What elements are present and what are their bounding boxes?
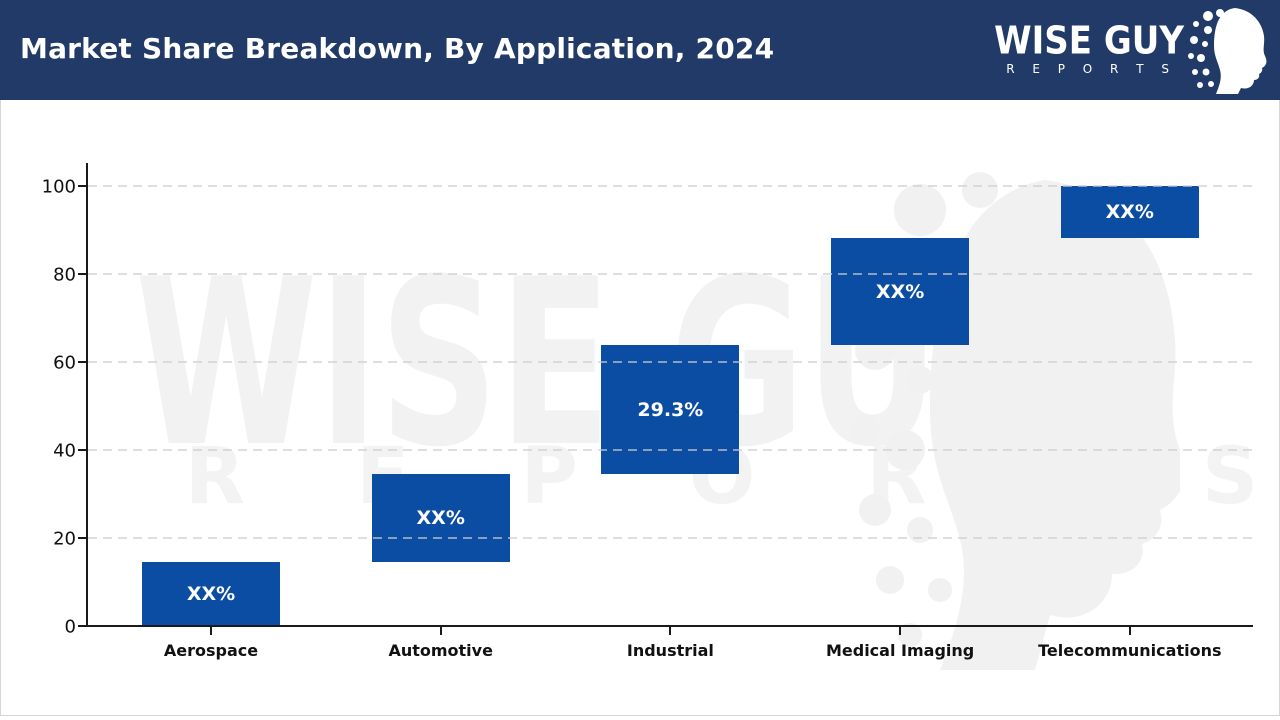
bar-value-label: XX% xyxy=(186,583,236,606)
x-tick-mark xyxy=(210,627,212,635)
y-tick-mark xyxy=(78,625,86,627)
bar-value-label: XX% xyxy=(875,280,925,303)
bar-segment-automotive: XX% xyxy=(371,474,510,563)
bar-value-label: XX% xyxy=(1105,200,1154,223)
category-label-aerospace: Aerospace xyxy=(163,641,259,660)
category-label-medical-imaging: Medical Imaging xyxy=(825,641,975,660)
gridline-20 xyxy=(88,537,1253,539)
y-tick-label: 0 xyxy=(64,616,76,638)
category-label-automotive: Automotive xyxy=(388,641,493,660)
category-label-industrial: Industrial xyxy=(626,641,714,660)
logo-subtitle: R E P O R T S xyxy=(1006,62,1176,76)
y-tick-label: 20 xyxy=(53,528,76,550)
x-tick-mark xyxy=(669,627,672,635)
y-tick-mark xyxy=(78,537,86,539)
bar-segment-medical-imaging: XX% xyxy=(831,237,970,346)
bar-value-label: XX% xyxy=(416,507,465,530)
y-tick-mark xyxy=(78,185,86,187)
y-tick-label: 80 xyxy=(53,264,76,286)
logo-wordmark: WISE GUY xyxy=(994,18,1184,64)
y-axis-line xyxy=(86,163,88,627)
wise-guy-reports-logo: WISE GUY R E P O R T S xyxy=(994,6,1268,94)
x-tick-mark xyxy=(1128,627,1131,635)
y-tick-mark xyxy=(78,273,86,275)
header-bar: Market Share Breakdown, By Application, … xyxy=(0,0,1280,100)
y-tick-mark xyxy=(78,361,86,363)
x-tick-mark xyxy=(439,627,442,635)
page-title: Market Share Breakdown, By Application, … xyxy=(20,32,775,66)
y-tick-mark xyxy=(78,449,86,451)
bar-segment-telecommunications: XX% xyxy=(1060,186,1199,238)
gridline-80 xyxy=(88,273,1253,275)
gridline-60 xyxy=(88,361,1253,363)
category-label-telecommunications: Telecommunications xyxy=(1038,641,1222,660)
y-tick-label: 60 xyxy=(53,352,76,374)
bar-segment-industrial: 29.3% xyxy=(601,345,740,475)
logo-head-icon xyxy=(1188,8,1267,94)
gridline-40 xyxy=(88,449,1253,451)
bar-segment-aerospace: XX% xyxy=(142,562,280,626)
bar-value-label: 29.3% xyxy=(637,398,704,421)
y-tick-label: 40 xyxy=(53,440,76,462)
watermark-head-icon xyxy=(851,172,1180,670)
x-axis-line xyxy=(86,625,1253,627)
gridline-100 xyxy=(88,185,1253,187)
logo-text: WISE GUY R E P O R T S xyxy=(994,18,1184,76)
y-tick-label: 100 xyxy=(41,176,76,198)
x-tick-mark xyxy=(899,627,902,635)
